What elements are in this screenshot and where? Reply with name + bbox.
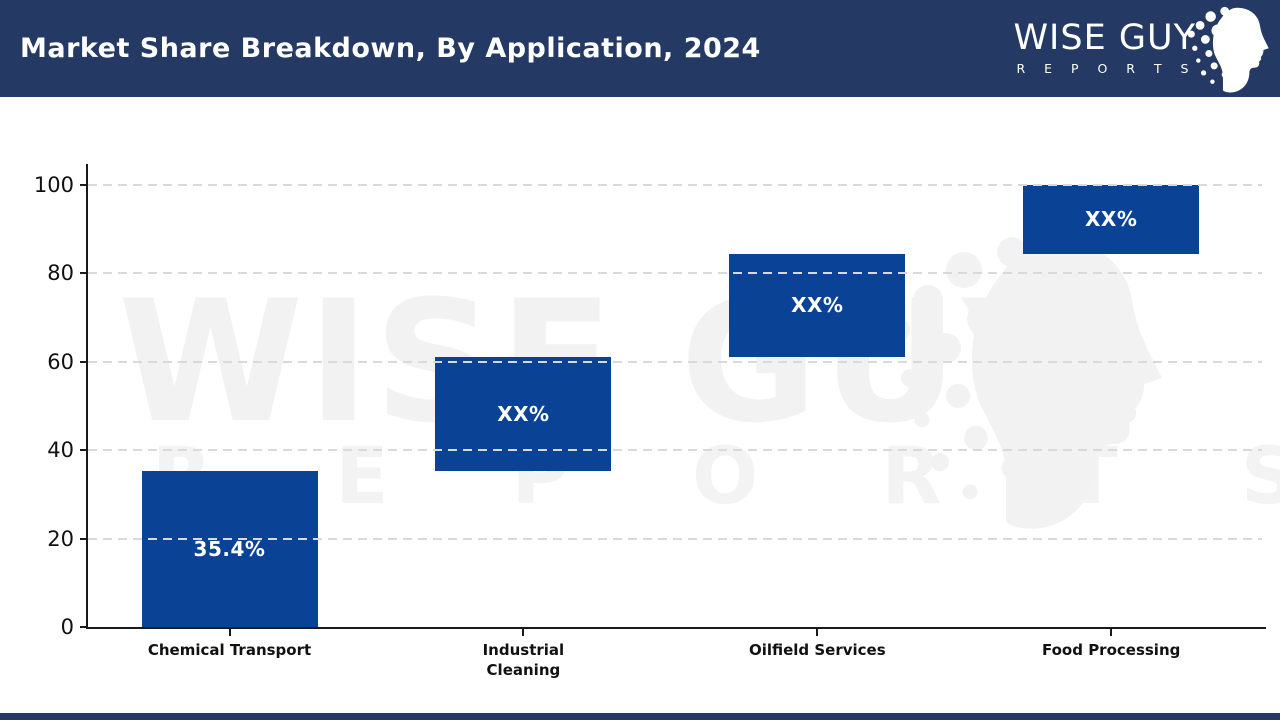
bar-value-label: XX% bbox=[791, 293, 844, 318]
brand-logo: WISE GUY R E P O R T S bbox=[1008, 4, 1269, 94]
bar-value-label: 35.4% bbox=[193, 536, 266, 561]
bar-food-processing: XX% bbox=[1023, 185, 1200, 254]
y-tick-label: 0 bbox=[60, 615, 74, 639]
y-tick-label: 40 bbox=[47, 438, 74, 463]
y-tick-label: 100 bbox=[33, 173, 74, 197]
brand-head-icon bbox=[1187, 6, 1269, 93]
gridline-80 bbox=[88, 272, 1262, 275]
brand-name: WISE GUY bbox=[1013, 18, 1196, 58]
brand-subtitle: R E P O R T S bbox=[1016, 61, 1196, 76]
gridline-20 bbox=[88, 537, 1262, 540]
page-title: Market Share Breakdown, By Application, … bbox=[20, 33, 761, 64]
x-tick-mark bbox=[228, 629, 231, 636]
bar-industrial-cleaning: XX% bbox=[435, 357, 612, 471]
bottom-strip bbox=[0, 713, 1280, 720]
y-tick-mark bbox=[80, 626, 88, 628]
gridline-100 bbox=[88, 184, 1262, 186]
x-axis-line bbox=[86, 627, 1266, 629]
category-label-industrial-cleaning: Industrial Cleaning bbox=[482, 641, 565, 679]
category-label-oilfield-services: Oilfield Services bbox=[748, 641, 886, 659]
y-tick-mark bbox=[80, 360, 88, 363]
y-tick-mark bbox=[80, 449, 88, 452]
bar-chemical-transport: 35.4% bbox=[141, 470, 318, 627]
category-label-chemical-transport: Chemical Transport bbox=[147, 641, 312, 659]
x-tick-mark bbox=[522, 629, 525, 636]
bar-oilfield-services: XX% bbox=[729, 253, 906, 358]
x-tick-mark bbox=[816, 629, 819, 636]
y-tick-mark bbox=[80, 272, 88, 275]
gridline-60 bbox=[88, 360, 1262, 363]
y-tick-label: 20 bbox=[47, 526, 74, 551]
y-tick-label: 80 bbox=[47, 261, 74, 286]
header: Market Share Breakdown, By Application, … bbox=[0, 0, 1280, 97]
brand-wordmark: WISE GUY R E P O R T S bbox=[1013, 18, 1196, 76]
bar-value-label: XX% bbox=[497, 401, 550, 426]
y-tick-label: 60 bbox=[47, 349, 74, 374]
y-axis-line bbox=[86, 164, 88, 629]
x-tick-mark bbox=[1110, 629, 1113, 636]
bar-value-label: XX% bbox=[1084, 207, 1138, 232]
gridline-40 bbox=[88, 449, 1262, 452]
y-tick-mark bbox=[80, 537, 88, 540]
category-label-food-processing: Food Processing bbox=[1041, 641, 1181, 659]
y-tick-mark bbox=[80, 184, 88, 186]
